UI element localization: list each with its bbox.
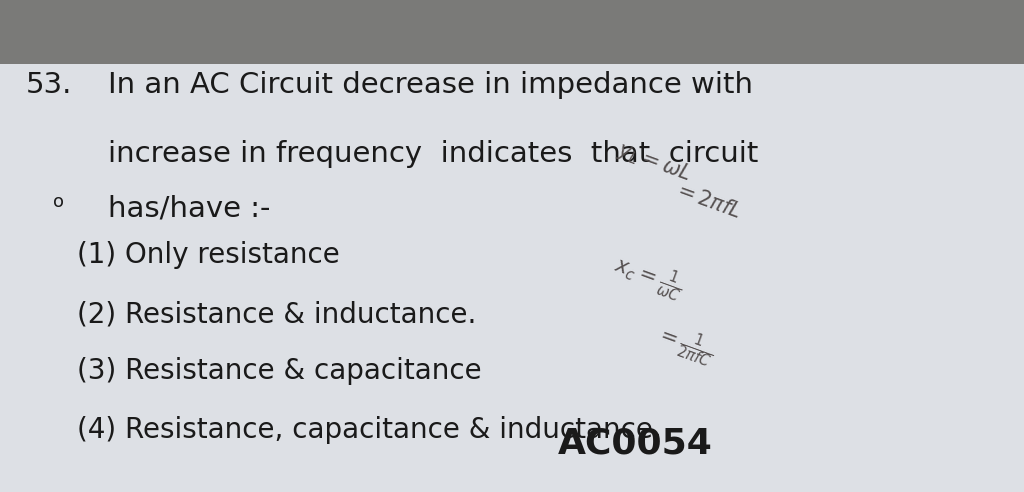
Text: (3) Resistance & capacitance: (3) Resistance & capacitance — [77, 357, 481, 385]
Text: 53.: 53. — [26, 71, 72, 99]
Text: $= 2\pi fL$: $= 2\pi fL$ — [671, 180, 744, 223]
Polygon shape — [0, 64, 1024, 492]
Text: (1) Only resistance: (1) Only resistance — [77, 241, 340, 269]
Text: (4) Resistance, capacitance & inductance.: (4) Resistance, capacitance & inductance… — [77, 416, 662, 444]
Text: In an AC Circuit decrease in impedance with: In an AC Circuit decrease in impedance w… — [108, 71, 753, 99]
Text: o: o — [53, 193, 65, 211]
Text: (2) Resistance & inductance.: (2) Resistance & inductance. — [77, 300, 476, 328]
Text: $y_L = \omega L$: $y_L = \omega L$ — [614, 138, 695, 186]
Polygon shape — [0, 0, 1024, 64]
Text: $x_c = \frac{1}{\omega C}$: $x_c = \frac{1}{\omega C}$ — [609, 248, 688, 306]
Text: AC0054: AC0054 — [558, 426, 713, 460]
Text: has/have :-: has/have :- — [108, 194, 270, 222]
Text: $= \frac{1}{2\pi fC}$: $= \frac{1}{2\pi fC}$ — [650, 317, 720, 370]
Text: increase in frequency  indicates  that  circuit: increase in frequency indicates that cir… — [108, 140, 758, 168]
